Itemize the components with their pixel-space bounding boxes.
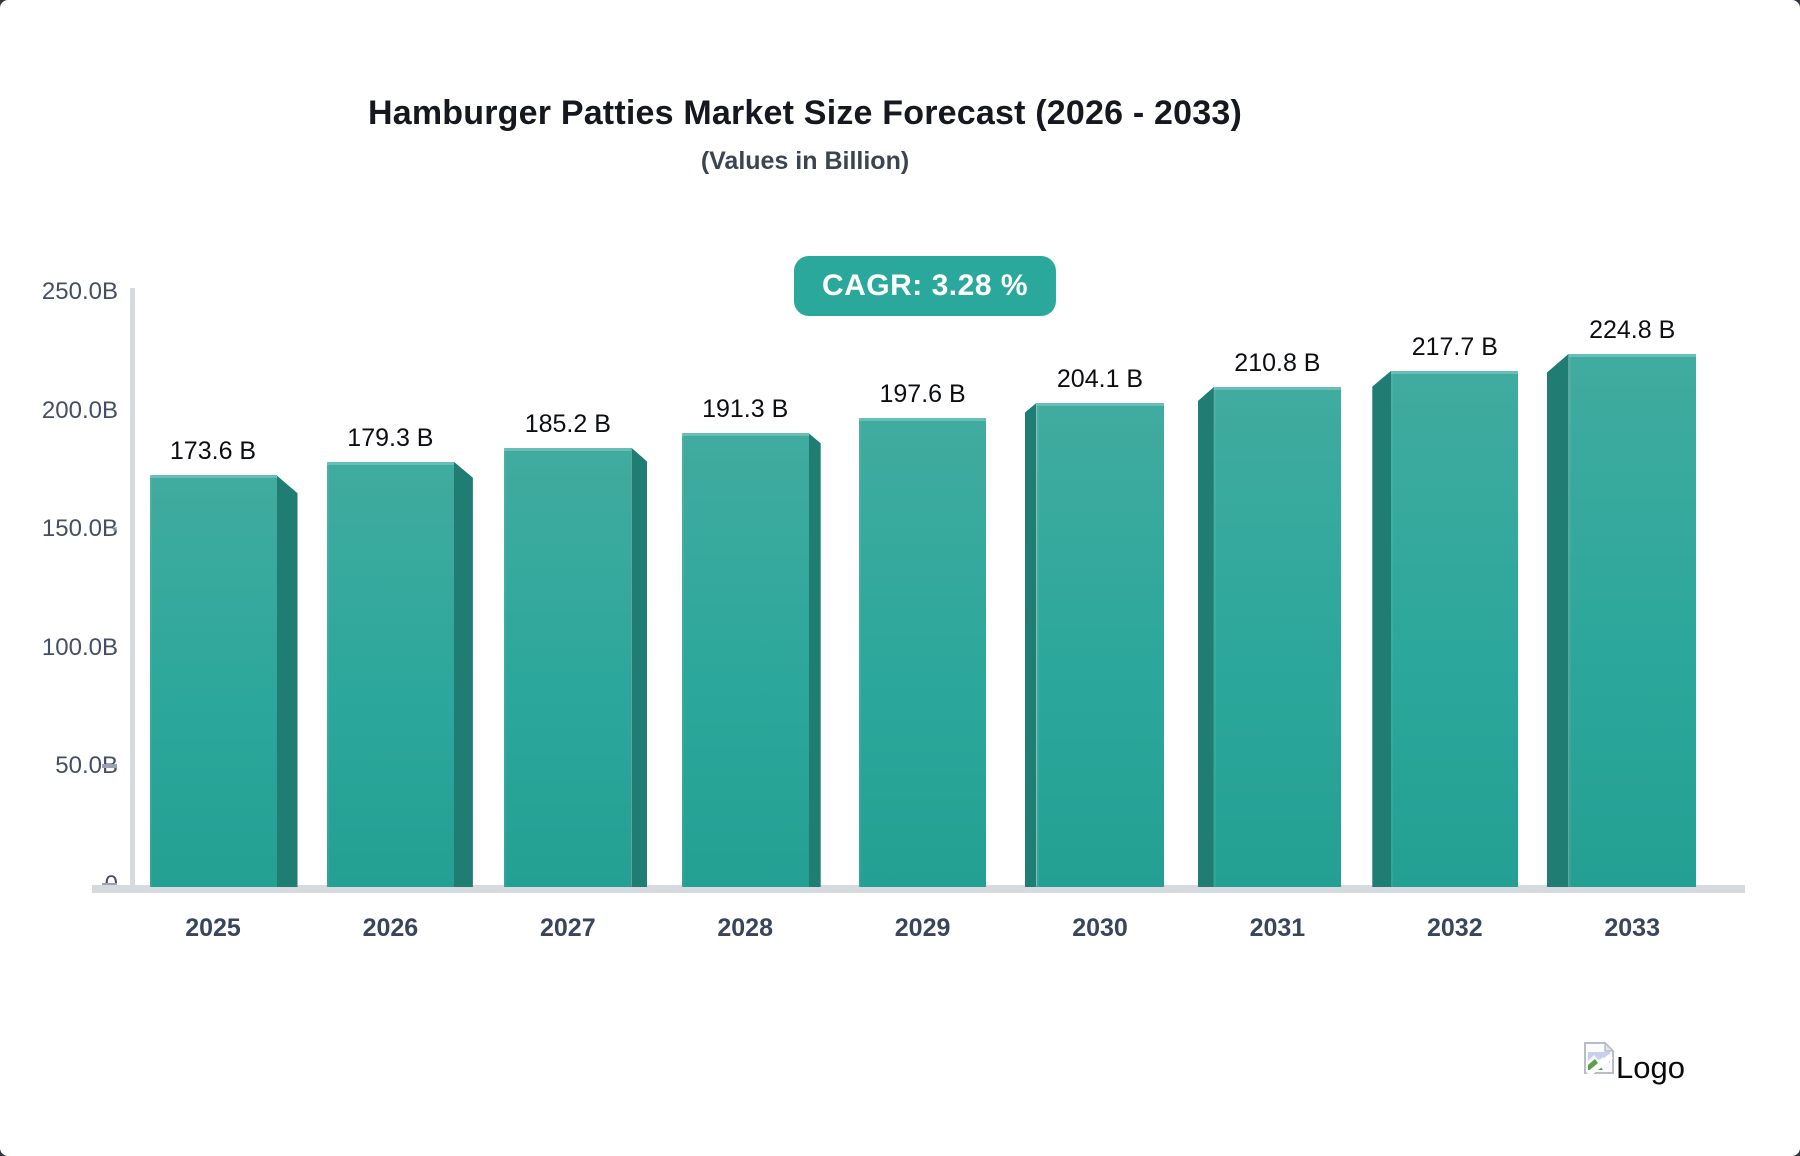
y-tick-label: 50.0B xyxy=(55,752,118,780)
y-tick-mark xyxy=(113,527,117,532)
bar-value-label: 204.1 B xyxy=(1056,364,1144,393)
bar-3d-side xyxy=(1197,387,1214,887)
bar-2031: 210.8 B xyxy=(1197,349,1341,887)
bar-2029: 197.6 B xyxy=(859,380,987,887)
bar-3d-side xyxy=(1546,353,1569,887)
bar-face xyxy=(1391,370,1519,887)
bar-value-label: 224.8 B xyxy=(1589,315,1676,344)
bar-value-label: 179.3 B xyxy=(347,423,434,452)
bar-face xyxy=(1036,402,1164,887)
x-tick-label-2031: 2031 xyxy=(1249,914,1306,942)
x-tick-label-2032: 2032 xyxy=(1426,914,1483,942)
x-tick-label-2030: 2030 xyxy=(1072,914,1128,942)
y-tick-label: 100.0B xyxy=(41,633,118,661)
broken-image-icon xyxy=(1584,1041,1615,1075)
bar-face xyxy=(1568,353,1696,887)
bar-3d-side xyxy=(453,461,473,887)
cagr-badge: CAGR: 3.28 % xyxy=(793,256,1057,316)
x-tick-label-2028: 2028 xyxy=(717,914,773,942)
bar-3d-side xyxy=(808,433,821,887)
chart-header: Hamburger Patties Market Size Forecast (… xyxy=(0,94,1610,176)
x-tick-label-2026: 2026 xyxy=(362,914,419,942)
bar-face xyxy=(681,433,809,887)
y-tick-label: 200.0B xyxy=(41,396,118,424)
x-tick-label-2033: 2033 xyxy=(1604,914,1660,942)
bar-3d-side xyxy=(276,475,298,887)
bar-3d-side xyxy=(1372,370,1392,887)
bar-face xyxy=(859,418,987,887)
bar-face xyxy=(149,475,277,887)
bar-value-label: 173.6 B xyxy=(169,437,257,466)
chart-title: Hamburger Patties Market Size Forecast (… xyxy=(368,94,1242,132)
y-tick-mark xyxy=(102,764,117,769)
x-tick-label-2029: 2029 xyxy=(894,914,951,942)
bar-2027: 185.2 B xyxy=(504,410,648,887)
bar-2030: 204.1 B xyxy=(1024,365,1164,887)
bar-2032: 217.7 B xyxy=(1372,333,1519,887)
y-axis-line xyxy=(130,288,135,889)
x-tick-label-2027: 2027 xyxy=(539,914,596,942)
y-tick-label: 150.0B xyxy=(41,515,118,543)
x-tick-label-2025: 2025 xyxy=(185,914,241,942)
x-axis-baseline xyxy=(92,885,1745,893)
chart-subtitle: (Values in Billion) xyxy=(700,147,910,175)
bar-face xyxy=(504,447,632,887)
bar-2025: 173.6 B xyxy=(149,437,298,887)
bar-face xyxy=(1213,387,1341,887)
bar-2033: 224.8 B xyxy=(1546,316,1696,887)
logo-alt-text: Logo xyxy=(1616,1050,1685,1085)
bar-value-label: 191.3 B xyxy=(702,395,789,424)
y-tick-label: 250.0B xyxy=(41,278,118,305)
bar-value-label: 210.8 B xyxy=(1234,349,1321,377)
bar-3d-side xyxy=(1024,402,1037,887)
bar-value-label: 185.2 B xyxy=(524,409,611,438)
bar-2026: 179.3 B xyxy=(326,424,473,887)
bar-3d-side xyxy=(631,447,648,887)
bar-face xyxy=(326,461,454,887)
bar-2028: 191.3 B xyxy=(681,395,821,887)
bar-value-label: 197.6 B xyxy=(879,380,966,409)
bar-value-label: 217.7 B xyxy=(1411,332,1498,361)
